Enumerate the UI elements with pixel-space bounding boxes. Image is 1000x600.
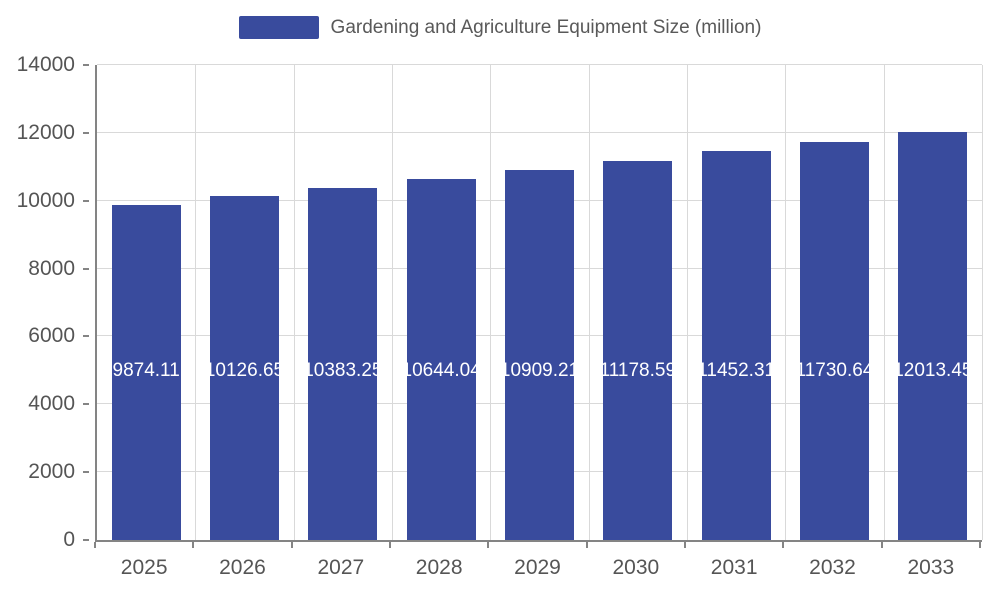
x-axis-tick-mark: [782, 542, 785, 548]
bar-2031[interactable]: [701, 151, 771, 540]
bar-value-label: 10644.04: [401, 360, 481, 381]
y-tick-label: 2000: [28, 460, 75, 484]
gridline-vertical: [195, 65, 197, 540]
x-tick-label: 2032: [809, 556, 856, 579]
x-tick-label: 2030: [612, 556, 660, 579]
x-axis-tick-mark: [585, 542, 588, 548]
bar-2028[interactable]: [406, 178, 476, 540]
bar-2029[interactable]: [505, 169, 574, 540]
x-tick-label: 2025: [120, 556, 168, 579]
y-axis-tick-mark: [83, 131, 89, 134]
y-tick-label: 14000: [16, 53, 75, 76]
y-axis-tick-mark: [83, 539, 89, 541]
chart-legend[interactable]: Gardening and Agriculture Equipment Size…: [0, 16, 1000, 39]
bar-value-label: 12013.45: [893, 360, 973, 381]
bar-value-label: 10383.25: [303, 360, 383, 381]
x-tick-label: 2029: [514, 556, 561, 579]
bar-2030[interactable]: [603, 160, 673, 540]
x-axis-tick-mark: [290, 542, 293, 548]
gridline-vertical: [293, 65, 295, 540]
y-tick-label: 10000: [16, 188, 75, 212]
bar-value-label: 11730.64: [795, 360, 874, 381]
y-axis-tick-mark: [83, 64, 89, 66]
x-tick-label: 2026: [219, 556, 266, 579]
y-axis-labels: 0 2000 4000 6000 8000 10000 12000 14000: [0, 53, 89, 551]
x-axis-tick-mark: [979, 542, 981, 548]
y-tick-label: 12000: [16, 120, 75, 144]
bar-2033[interactable]: [898, 132, 968, 540]
legend-swatch[interactable]: [238, 16, 319, 39]
x-tick-label: 2027: [317, 556, 365, 579]
x-axis-tick-mark: [487, 542, 490, 548]
bar-value-label: 9874.11: [112, 360, 180, 381]
gridline-vertical: [686, 65, 688, 540]
bar-value-label: 11178.59: [599, 360, 677, 381]
gridline-vertical: [982, 65, 983, 540]
x-axis-labels: 2025 2026 2027 2028 2029 2030 2031 2032 2033: [94, 542, 981, 587]
bar-value-label: 10126.65: [204, 360, 285, 381]
bar-2032[interactable]: [800, 142, 869, 540]
gridline-vertical: [391, 65, 393, 540]
y-tick-label: 4000: [28, 392, 75, 416]
legend-label: Gardening and Agriculture Equipment Size…: [330, 16, 762, 38]
y-axis-tick-mark: [83, 199, 89, 202]
y-axis-tick-mark: [83, 403, 89, 406]
gridline-vertical: [785, 65, 787, 540]
y-axis-tick-mark: [83, 335, 89, 338]
x-axis-tick-mark: [192, 542, 195, 548]
x-tick-label: 2028: [415, 556, 463, 579]
y-tick-label: 8000: [28, 256, 75, 280]
gridline-vertical: [490, 65, 492, 540]
x-axis-tick-mark: [683, 542, 686, 548]
x-axis-tick-mark: [880, 542, 883, 548]
y-axis-tick-mark: [83, 267, 89, 270]
x-tick-label: 2031: [710, 556, 758, 579]
gridline-vertical: [883, 65, 885, 540]
y-tick-label: 6000: [28, 324, 75, 348]
gridline-horizontal: [97, 64, 982, 65]
bar-value-label: 10909.21: [499, 360, 580, 381]
bar-2027[interactable]: [308, 187, 378, 540]
bar-2025[interactable]: [111, 205, 181, 540]
y-tick-label: 0: [63, 528, 75, 551]
x-axis-tick-mark: [94, 542, 96, 548]
gridline-horizontal: [97, 131, 982, 133]
bar-2026[interactable]: [210, 196, 279, 540]
y-axis-tick-mark: [83, 471, 89, 474]
bar-value-label: 11452.31: [697, 360, 776, 381]
gridline-vertical: [588, 65, 590, 540]
plot-area: 9874.11 10126.65 10383.25 10644.04 10909.21 1…: [95, 64, 983, 542]
x-axis-tick-mark: [388, 542, 391, 548]
x-tick-label: 2033: [907, 556, 955, 579]
